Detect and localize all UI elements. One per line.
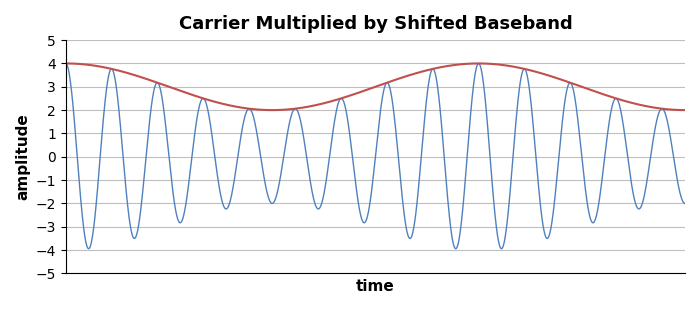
Title: Carrier Multiplied by Shifted Baseband: Carrier Multiplied by Shifted Baseband bbox=[178, 15, 573, 33]
Y-axis label: amplitude: amplitude bbox=[15, 113, 30, 200]
X-axis label: time: time bbox=[356, 279, 395, 294]
